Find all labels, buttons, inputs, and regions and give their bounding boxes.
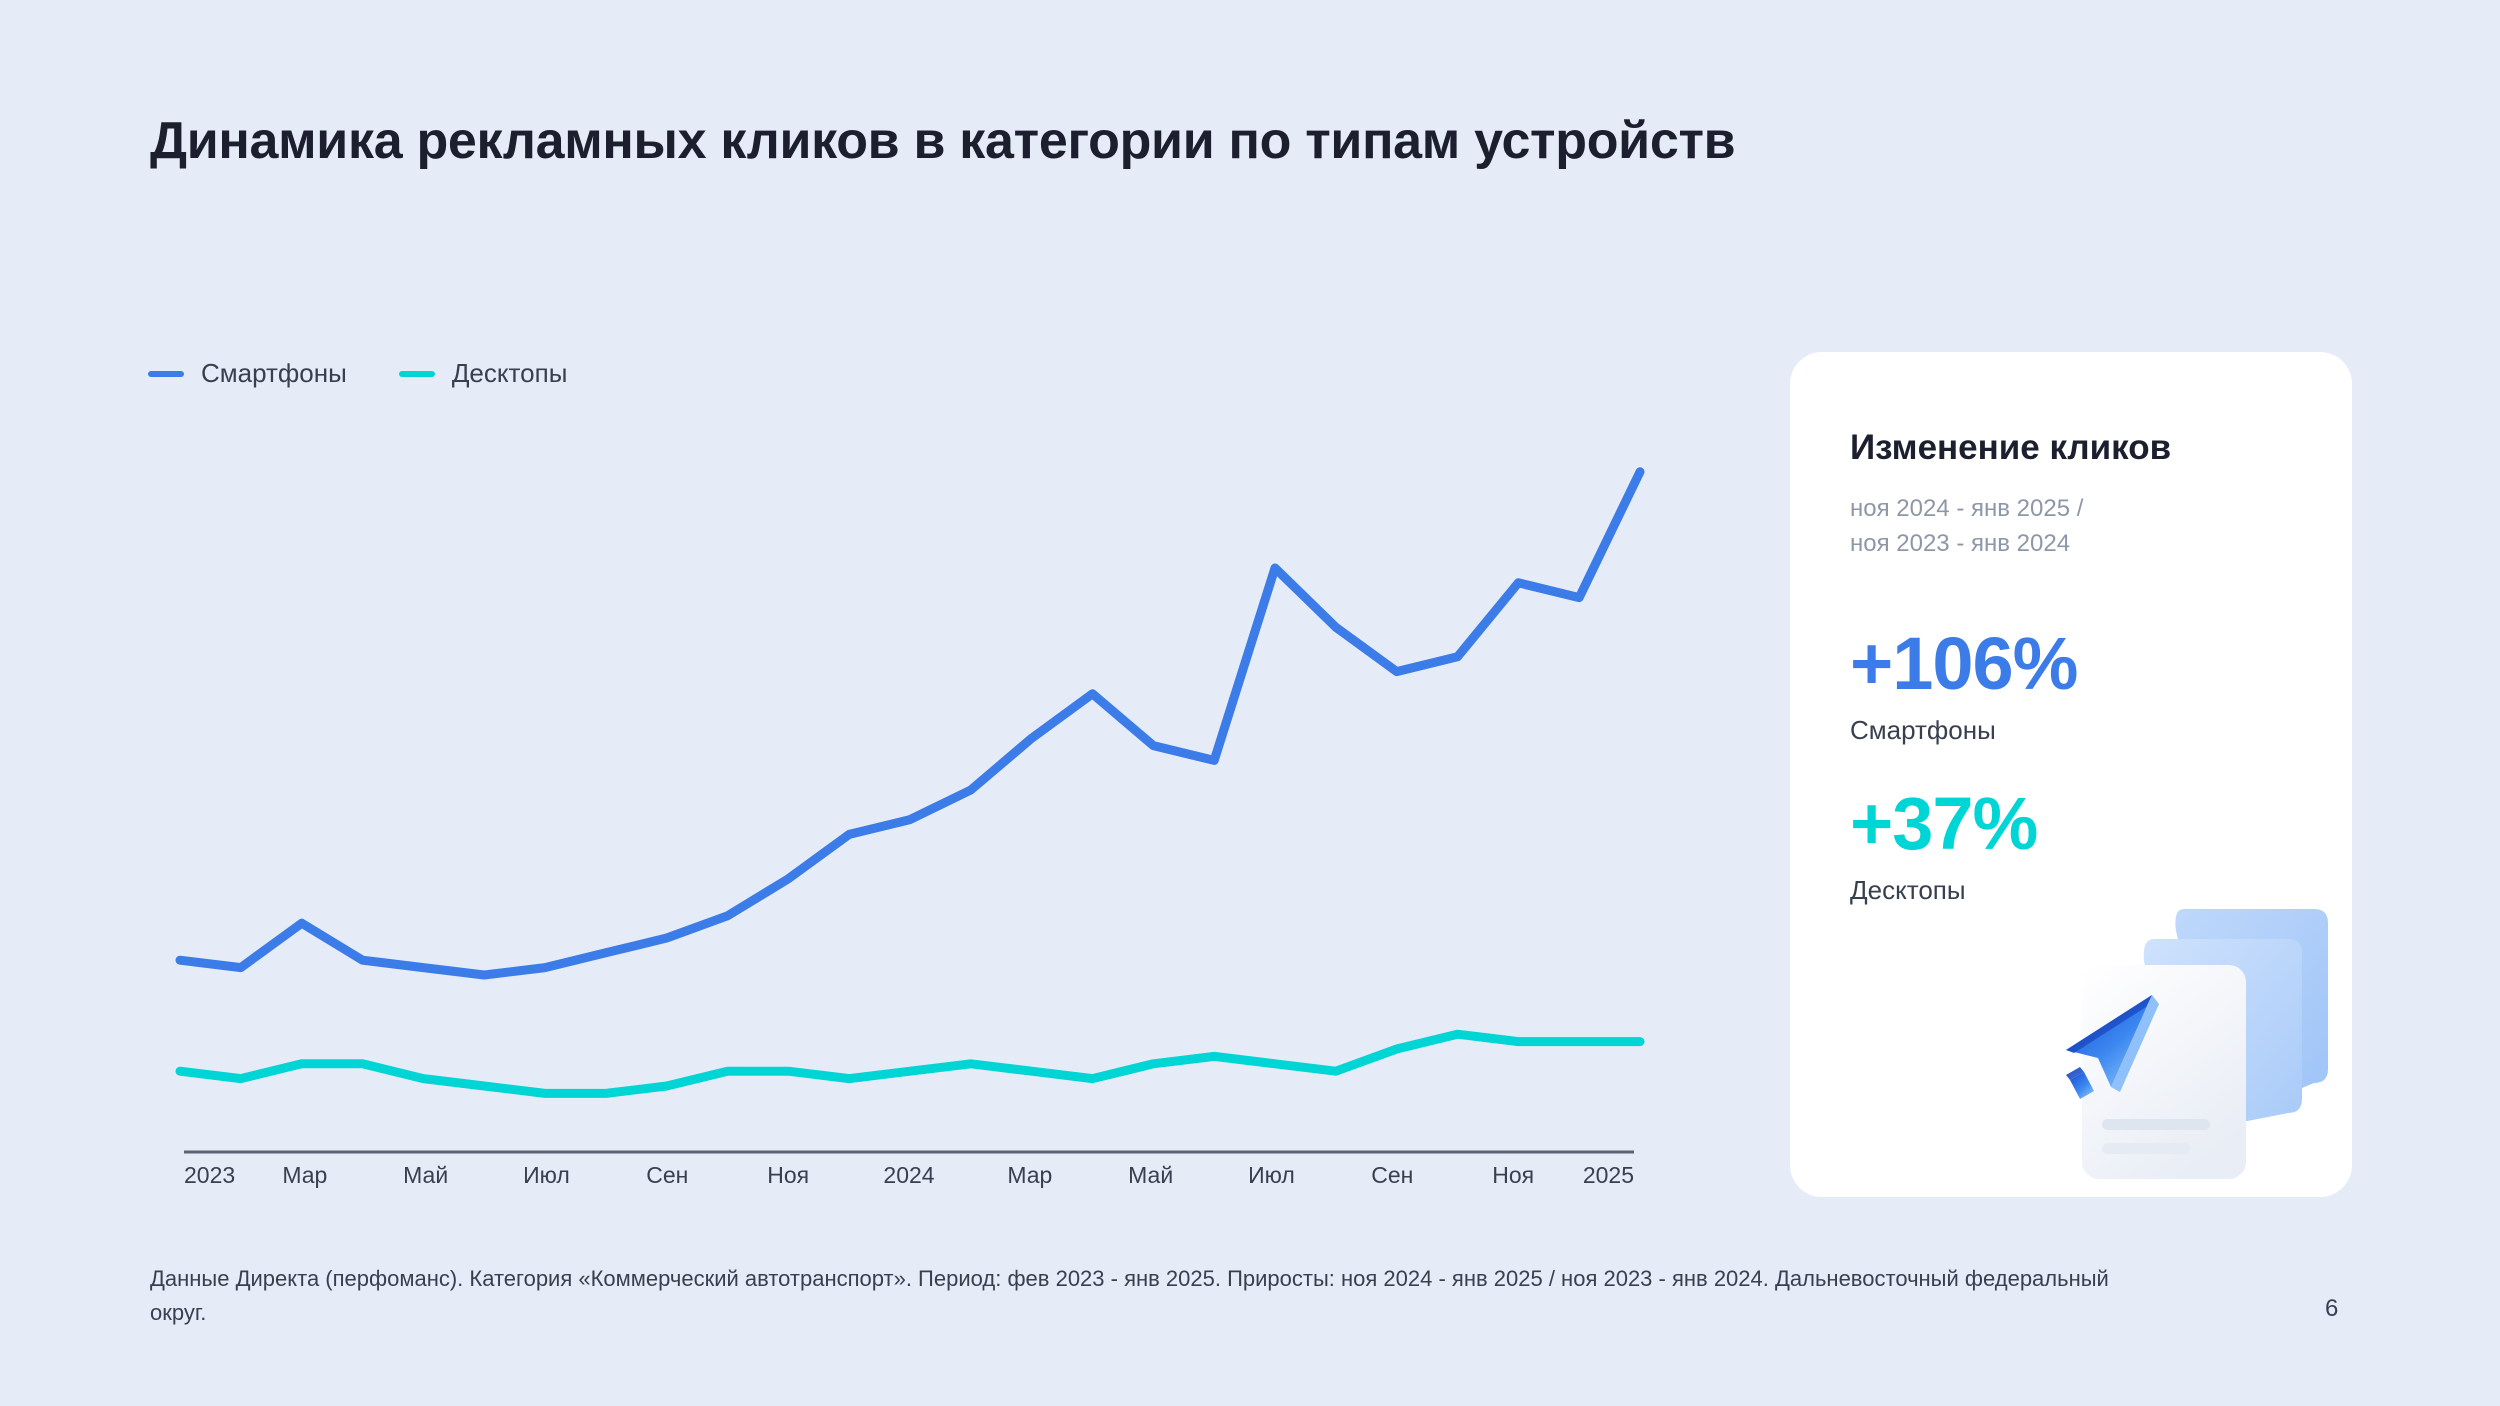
stat-smartphones: +106% Смартфоны: [1850, 622, 2078, 746]
x-axis-tick: Ноя: [767, 1162, 810, 1188]
legend-label-desktops: Десктопы: [451, 358, 568, 388]
x-axis-tick: Мар: [282, 1162, 328, 1188]
line-chart: [175, 420, 1645, 1160]
stat-value-desktops: +37%: [1850, 782, 2038, 865]
x-axis-tick: 2025: [1582, 1162, 1634, 1188]
stat-value-smartphones: +106%: [1850, 622, 2078, 705]
cursor-on-documents-icon: [2066, 909, 2328, 1179]
x-axis-tick: Ноя: [1492, 1162, 1535, 1188]
series-line-desktops: [175, 1029, 1645, 1098]
card-subtitle: ноя 2024 - янв 2025 / ноя 2023 - янв 202…: [1850, 492, 2083, 562]
x-axis-tick: Сен: [646, 1162, 689, 1188]
x-axis-tick: Сен: [1371, 1162, 1414, 1188]
legend-swatch-desktops: [398, 370, 435, 377]
x-axis-tick: Июл: [523, 1162, 570, 1188]
legend-swatch-smartphones: [148, 370, 184, 377]
series-line-smartphones: [175, 467, 1645, 980]
footnote: Данные Директа (перфоманс). Категория «К…: [150, 1266, 2109, 1326]
legend-label-smartphones: Смартфоны: [201, 358, 347, 388]
stat-card: Изменение кликов ноя 2024 - янв 2025 / н…: [1790, 352, 2352, 1197]
card-subtitle-line-1: ноя 2024 - янв 2025 /: [1850, 495, 2084, 522]
x-axis-tick: Июл: [1248, 1162, 1295, 1188]
legend-item-desktops[interactable]: Десктопы: [398, 358, 568, 389]
x-axis-tick: 2023: [184, 1162, 236, 1188]
stat-desktops: +37% Десктопы: [1850, 782, 2038, 906]
x-axis-line: [184, 1150, 1634, 1154]
card-subtitle-line-2: ноя 2023 - янв 2024: [1850, 529, 2071, 557]
stat-caption-smartphones: Смартфоны: [1850, 715, 1996, 745]
card-title: Изменение кликов: [1850, 428, 2172, 467]
x-axis-tick: Май: [1128, 1162, 1174, 1188]
page-number: 6: [2325, 1295, 2339, 1322]
x-axis-tick: Мар: [1007, 1162, 1053, 1188]
stat-caption-desktops: Десктопы: [1850, 875, 1966, 905]
x-axis-tick: Май: [403, 1162, 449, 1188]
x-axis-labels: 2023 Мар Май Июл Сен Ноя 2024 Мар Май Июл Сен Ноя 20…: [184, 1162, 1634, 1202]
legend-item-smartphones[interactable]: Смартфоны: [148, 358, 347, 389]
page-title: Динамика рекламных кликов в категории по…: [150, 111, 1736, 170]
x-axis-tick: 2024: [883, 1162, 935, 1188]
chart-canvas: [175, 467, 1645, 1098]
chart-legend: Смартфоны Десктопы: [148, 358, 567, 389]
